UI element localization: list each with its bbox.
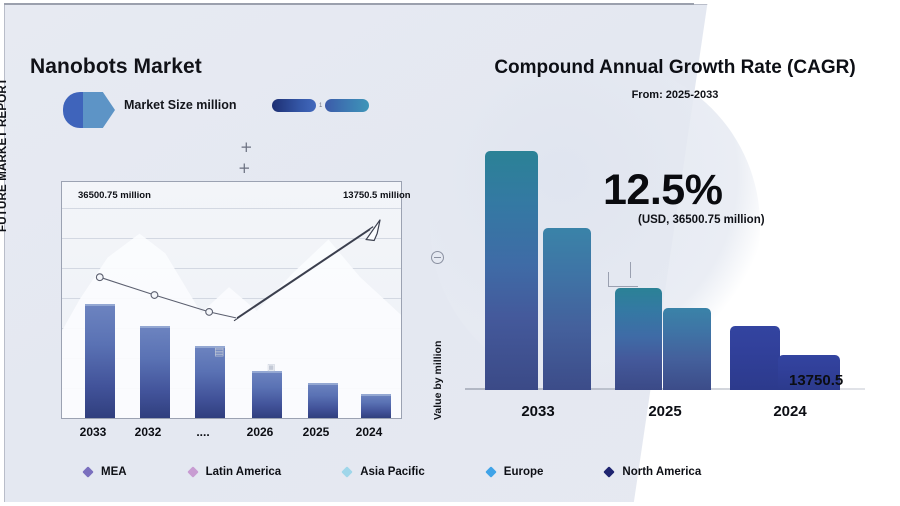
bar-2025 xyxy=(308,383,338,418)
right-x-label-2024: 2024 xyxy=(773,403,807,420)
legend: MEA Latin America Asia Pacific Europe No… xyxy=(82,466,763,478)
connector-bracket-tick-icon xyxy=(630,262,631,278)
page-title: Nanobots Market xyxy=(30,55,202,78)
market-size-label: Market Size million xyxy=(124,98,237,112)
faint-square-icon: ▤ xyxy=(214,346,225,358)
right-bar-2033-secondary xyxy=(543,228,591,390)
left-chart-annotation-left: 36500.75 million xyxy=(78,190,151,201)
legend-item-mea[interactable]: MEA xyxy=(82,466,127,478)
pill-separator: 1 xyxy=(319,102,323,109)
panel-top-edge xyxy=(4,3,694,5)
bar-2024 xyxy=(361,394,391,418)
right-bar-2024-primary xyxy=(730,326,780,390)
legend-item-asia-pacific[interactable]: Asia Pacific xyxy=(341,466,425,478)
legend-marker-mea xyxy=(82,466,94,478)
legend-label-latin-america: Latin America xyxy=(205,466,282,478)
bar-mid xyxy=(195,346,225,418)
legend-marker-latin-america xyxy=(186,466,199,478)
legend-label-europe: Europe xyxy=(503,466,544,478)
legend-item-north-america[interactable]: North America xyxy=(603,466,702,478)
bar-2032 xyxy=(140,326,170,418)
connector-bracket-icon xyxy=(608,272,638,287)
right-bar-2024-secondary xyxy=(778,355,840,390)
legend-label-asia-pacific: Asia Pacific xyxy=(360,466,425,478)
right-bar-2025-secondary xyxy=(663,308,711,390)
upward-growth-arrow-icon xyxy=(233,219,381,322)
x-label-2032: 2032 xyxy=(134,425,162,439)
legend-label-mea: MEA xyxy=(101,466,127,478)
plus-icon: + xyxy=(240,138,253,156)
legend-pill-group: 1 xyxy=(272,99,370,112)
x-label-2033: 2033 xyxy=(79,425,107,439)
cagr-note: (USD, 36500.75 million) xyxy=(638,214,765,226)
cagr-value: 12.5% xyxy=(603,166,723,214)
left-bar-chart: ▤ ▣ xyxy=(61,181,402,419)
legend-marker-north-america xyxy=(603,466,616,478)
trend-line xyxy=(95,273,237,319)
bar-2026 xyxy=(252,371,282,418)
right-bar-2033-primary xyxy=(485,151,538,390)
x-label-2024: 2024 xyxy=(355,425,383,439)
cagr-subtitle: From: 2025-2033 xyxy=(631,89,719,101)
minus-circle-icon xyxy=(431,251,444,264)
legend-label-north-america: North America xyxy=(622,466,702,478)
cagr-title: Compound Annual Growth Rate (CAGR) xyxy=(494,57,856,78)
right-x-label-2025: 2025 xyxy=(648,403,682,420)
plus-icon: + xyxy=(238,159,251,177)
legend-item-europe[interactable]: Europe xyxy=(485,466,544,478)
pill-teal-icon xyxy=(325,99,370,112)
right-chart-value-label: 13750.5 xyxy=(789,372,844,389)
left-chart-y-axis-label: FUTURE MARKET REPORT xyxy=(0,77,9,232)
x-label-ellipsis: .... xyxy=(196,425,210,439)
faint-square-icon-2: ▣ xyxy=(267,362,276,372)
legend-item-latin-america[interactable]: Latin America xyxy=(186,466,282,478)
x-label-2026: 2026 xyxy=(246,425,274,439)
right-bar-2025-primary xyxy=(615,288,662,390)
bar-2033 xyxy=(85,304,115,418)
right-bar-chart: 2033 2025 2024 xyxy=(455,140,895,440)
legend-marker-europe xyxy=(485,466,497,478)
legend-marker-asia-pacific xyxy=(341,466,353,478)
left-chart-y-axis-right-label: Value by million xyxy=(432,340,444,420)
hexagon-logo-icon xyxy=(63,92,115,128)
pill-dark-icon xyxy=(272,99,316,112)
right-x-label-2033: 2033 xyxy=(521,403,555,420)
x-label-2025: 2025 xyxy=(302,425,330,439)
left-chart-annotation-right: 13750.5 million xyxy=(343,190,411,201)
